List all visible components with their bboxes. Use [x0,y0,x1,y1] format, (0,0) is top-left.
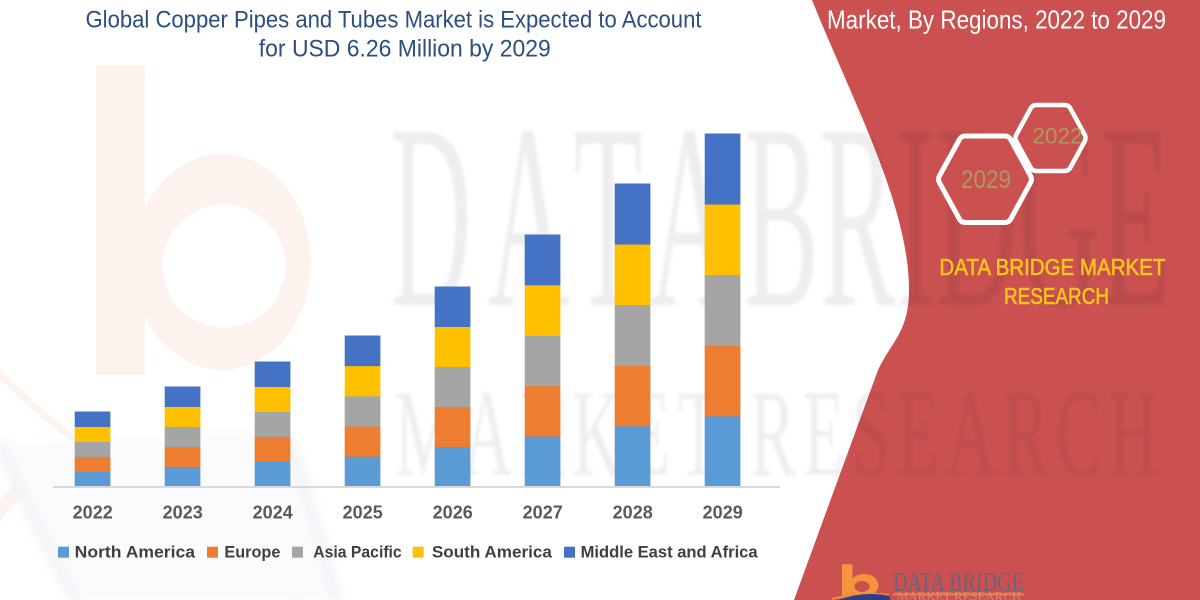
svg-text:South America: South America [432,543,553,562]
svg-text:for USD 6.26 Million by 2029: for USD 6.26 Million by 2029 [259,36,551,63]
svg-text:Asia Pacific: Asia Pacific [313,543,401,562]
svg-text:2022: 2022 [1033,124,1083,149]
svg-text:2026: 2026 [433,503,473,523]
svg-text:2029: 2029 [703,503,743,523]
svg-text:MARKET RESEARCH: MARKET RESEARCH [897,589,1021,600]
svg-text:Global Copper Pipes and Tubes: Global Copper Pipes and Tubes Market is … [86,7,702,34]
svg-text:2023: 2023 [163,503,203,523]
svg-text:2029: 2029 [961,166,1011,194]
svg-text:RESEARCH: RESEARCH [1004,283,1109,309]
svg-text:2024: 2024 [253,503,293,523]
svg-text:Europe: Europe [224,543,280,562]
svg-text:2027: 2027 [523,503,563,523]
svg-text:North America: North America [75,543,196,562]
svg-text:Market, By Regions, 2022 to 20: Market, By Regions, 2022 to 2029 [827,5,1166,35]
svg-text:Middle East and Africa: Middle East and Africa [581,543,759,562]
svg-text:2028: 2028 [613,503,653,523]
svg-text:DATA BRIDGE MARKET: DATA BRIDGE MARKET [939,254,1165,280]
svg-text:2025: 2025 [343,503,383,523]
svg-text:DATA BRIDGE: DATA BRIDGE [893,567,1024,597]
svg-text:2022: 2022 [73,503,113,523]
